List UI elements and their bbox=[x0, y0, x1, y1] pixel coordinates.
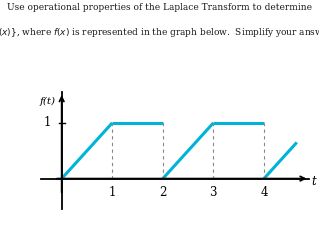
Text: t: t bbox=[311, 176, 316, 189]
Text: 2: 2 bbox=[159, 186, 167, 199]
Text: 3: 3 bbox=[210, 186, 217, 199]
Text: 1: 1 bbox=[108, 186, 116, 199]
Text: 1: 1 bbox=[43, 116, 51, 129]
Text: f(t): f(t) bbox=[40, 97, 56, 106]
Text: $\mathcal{L}\{f(x)\}$, where $f(x)$ is represented in the graph below.  Simplify: $\mathcal{L}\{f(x)\}$, where $f(x)$ is r… bbox=[0, 26, 319, 39]
Text: Use operational properties of the Laplace Transform to determine: Use operational properties of the Laplac… bbox=[7, 3, 312, 12]
Text: 4: 4 bbox=[260, 186, 268, 199]
